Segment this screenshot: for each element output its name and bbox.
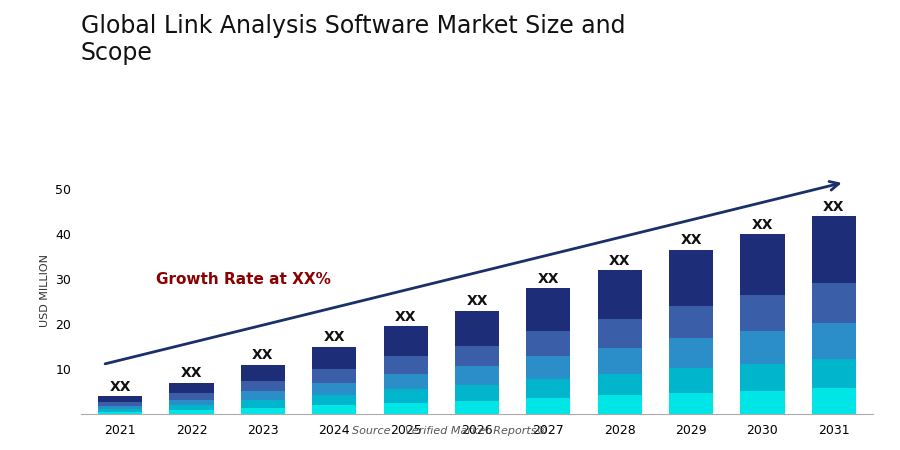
Bar	[741, 331, 785, 364]
Text: XX: XX	[823, 200, 844, 214]
Bar	[383, 389, 427, 403]
Bar	[812, 359, 856, 388]
Bar	[598, 319, 642, 348]
Bar	[526, 288, 571, 331]
Bar	[312, 383, 356, 395]
Bar	[812, 284, 856, 323]
Text: XX: XX	[110, 380, 131, 394]
Text: XX: XX	[680, 234, 702, 248]
Bar	[383, 326, 427, 356]
Bar	[98, 412, 142, 414]
Text: XX: XX	[466, 294, 488, 308]
Bar	[741, 391, 785, 414]
Bar	[526, 331, 571, 356]
Bar	[98, 406, 142, 409]
Bar	[812, 323, 856, 359]
Bar	[669, 306, 713, 338]
Bar	[454, 310, 500, 346]
Bar	[98, 409, 142, 412]
Bar	[241, 400, 285, 408]
Bar	[741, 295, 785, 331]
Bar	[741, 364, 785, 391]
Text: XX: XX	[537, 272, 559, 286]
Bar	[598, 348, 642, 374]
Text: XX: XX	[323, 330, 345, 344]
Bar	[812, 216, 856, 284]
Bar	[741, 234, 785, 295]
Bar	[169, 382, 213, 393]
Text: XX: XX	[181, 366, 202, 380]
Text: XX: XX	[609, 254, 631, 268]
Text: Global Link Analysis Software Market Size and
Scope: Global Link Analysis Software Market Siz…	[81, 14, 626, 65]
Bar	[598, 374, 642, 395]
Bar	[526, 398, 571, 414]
Bar	[669, 368, 713, 393]
Bar	[312, 405, 356, 414]
Bar	[526, 356, 571, 379]
Bar	[526, 379, 571, 398]
Bar	[454, 366, 500, 385]
Bar	[383, 356, 427, 373]
Bar	[598, 270, 642, 319]
Bar	[312, 395, 356, 405]
Bar	[669, 250, 713, 306]
Bar	[169, 405, 213, 410]
Bar	[169, 410, 213, 414]
Bar	[669, 393, 713, 414]
Bar	[669, 338, 713, 368]
Bar	[241, 391, 285, 400]
Bar	[98, 402, 142, 406]
Bar	[169, 400, 213, 405]
Bar	[241, 381, 285, 391]
Bar	[812, 388, 856, 414]
Bar	[169, 393, 213, 400]
Bar	[598, 395, 642, 414]
Text: XX: XX	[752, 218, 773, 232]
Bar	[241, 364, 285, 381]
Bar	[454, 385, 500, 400]
Bar	[312, 369, 356, 383]
Text: Source :  Verified Market Reports®: Source : Verified Market Reports®	[352, 427, 548, 436]
Bar	[241, 408, 285, 414]
Text: Growth Rate at XX%: Growth Rate at XX%	[156, 271, 331, 287]
Bar	[98, 396, 142, 402]
Text: XX: XX	[252, 348, 274, 362]
Bar	[383, 403, 427, 414]
Text: XX: XX	[395, 310, 417, 324]
Bar	[454, 346, 500, 366]
Bar	[454, 400, 500, 414]
Bar	[383, 374, 427, 389]
Y-axis label: USD MILLION: USD MILLION	[40, 254, 50, 327]
Bar	[312, 346, 356, 369]
